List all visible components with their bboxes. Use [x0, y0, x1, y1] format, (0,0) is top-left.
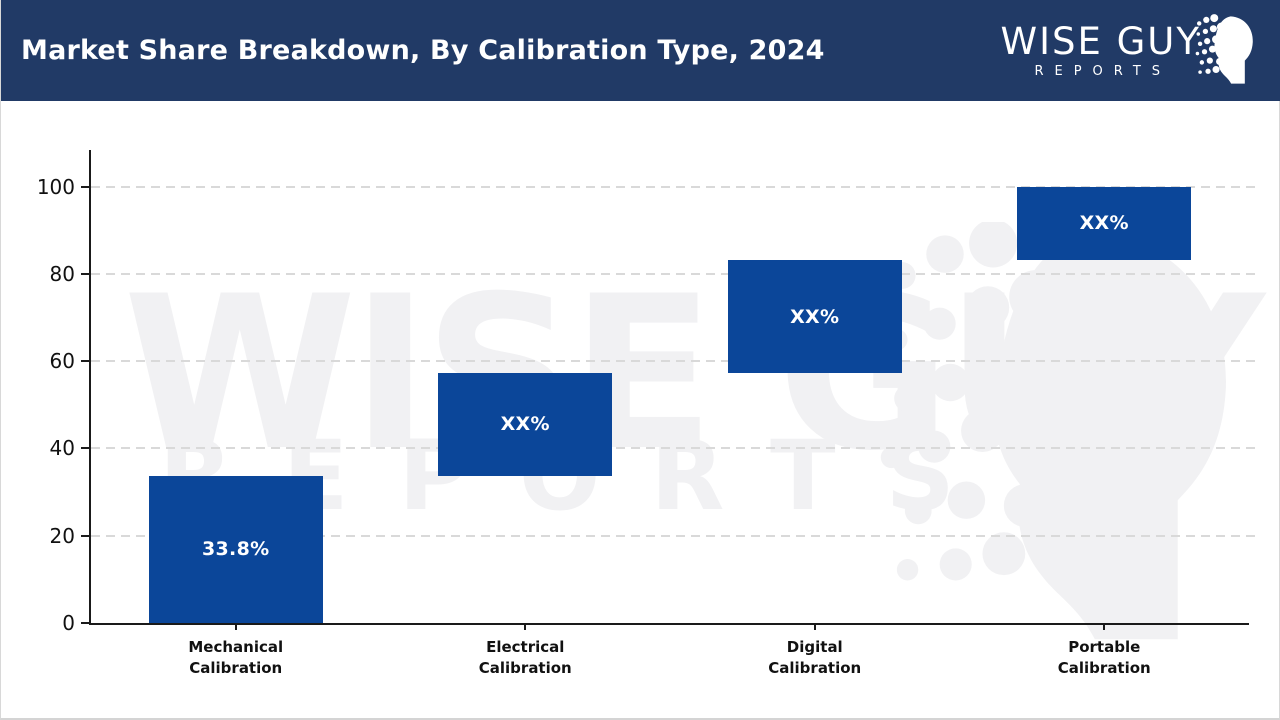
gridline-y-40 — [91, 447, 1255, 450]
x-category-label-line2: Calibration — [1057, 659, 1151, 677]
x-category-label-line1: Mechanical — [188, 638, 284, 656]
x-tick-mark-mechanical-calibration — [234, 623, 237, 630]
y-tick-label-100: 100 — [36, 174, 75, 199]
x-category-label-line2: Calibration — [768, 659, 862, 677]
y-tick-mark-80 — [81, 272, 89, 275]
bar-value-label-digital-calibration: XX% — [790, 305, 840, 328]
y-tick-mark-0 — [81, 622, 89, 624]
logo-reports-label: REPORTS — [1034, 63, 1172, 79]
bar-mechanical-calibration: 33.8% — [148, 475, 323, 623]
wise-guy-logo: WISE GUY REPORTS — [1001, 16, 1255, 86]
y-tick-mark-60 — [81, 360, 89, 363]
gridline-y-20 — [91, 534, 1255, 537]
y-tick-label-60: 60 — [49, 349, 75, 374]
x-category-label-digital-calibration: Digital Calibration — [670, 637, 960, 679]
bar-portable-calibration: XX% — [1017, 186, 1192, 260]
y-tick-mark-20 — [81, 534, 89, 537]
bar-digital-calibration: XX% — [727, 259, 902, 374]
x-category-label-mechanical-calibration: Mechanical Calibration — [91, 637, 381, 679]
x-category-label-line1: Digital — [786, 638, 843, 656]
x-tick-mark-electrical-calibration — [524, 623, 527, 630]
x-tick-mark-digital-calibration — [813, 623, 816, 630]
header-bar: Market Share Breakdown, By Calibration T… — [1, 0, 1280, 101]
x-category-label-line2: Calibration — [478, 659, 572, 677]
x-category-label-line2: Calibration — [189, 659, 283, 677]
x-category-label-line1: Portable — [1068, 638, 1141, 656]
y-tick-mark-100 — [81, 185, 89, 188]
y-tick-label-0: 0 — [62, 611, 75, 635]
y-tick-label-20: 20 — [49, 523, 75, 548]
logo-face-icon — [1193, 14, 1255, 86]
bar-electrical-calibration: XX% — [438, 373, 613, 476]
bar-value-label-portable-calibration: XX% — [1079, 212, 1129, 235]
x-category-label-electrical-calibration: Electrical Calibration — [381, 637, 671, 679]
y-tick-label-80: 80 — [49, 261, 75, 286]
bar-value-label-mechanical-calibration: 33.8% — [202, 538, 270, 561]
gridline-y-60 — [91, 360, 1255, 363]
logo-wiseguy-label: WISE GUY — [1000, 19, 1201, 63]
x-category-label-portable-calibration: Portable Calibration — [960, 637, 1250, 679]
x-category-label-line1: Electrical — [486, 638, 565, 656]
y-tick-mark-40 — [81, 447, 89, 450]
gridline-y-80 — [91, 272, 1255, 275]
bar-value-label-electrical-calibration: XX% — [500, 413, 550, 436]
waterfall-chart-plot-area: 0 20 40 60 80 100 33.8% Mechanical Calibration XX… — [37, 150, 1255, 677]
y-tick-label-40: 40 — [49, 436, 75, 461]
page-title: Market Share Breakdown, By Calibration T… — [21, 35, 825, 66]
logo-text: WISE GUY REPORTS — [1001, 23, 1201, 79]
gridline-y-100 — [91, 185, 1255, 188]
x-tick-mark-portable-calibration — [1103, 623, 1106, 630]
